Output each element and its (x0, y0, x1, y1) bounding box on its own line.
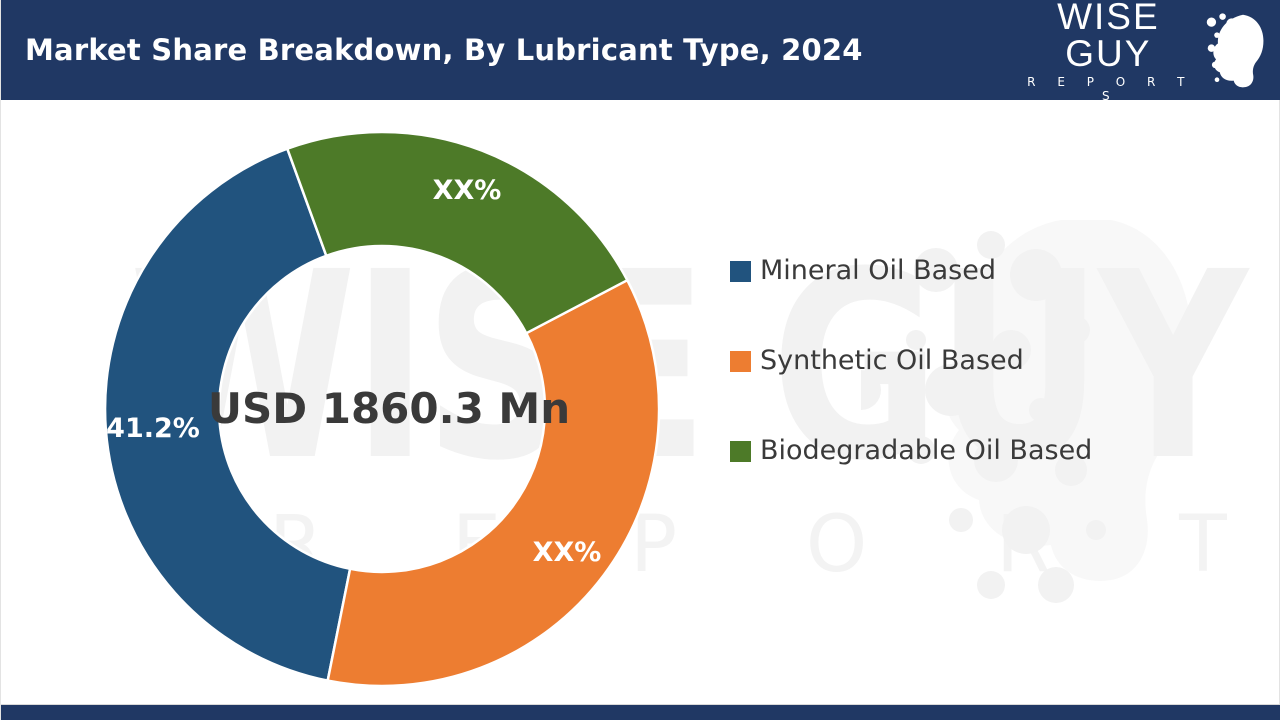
slice-label-mineral: 41.2% (106, 413, 200, 444)
slice-mineral-oil-based (103, 147, 352, 682)
legend-label-synthetic: Synthetic Oil Based (760, 345, 1024, 376)
wise-guy-logo: WISE GUY R E P O R T S (1015, 0, 1265, 103)
legend-swatch-biodegradable (730, 440, 751, 462)
legend-item-mineral: Mineral Oil Based (730, 255, 996, 286)
slice-label-biodegradable: XX% (433, 175, 502, 206)
logo-text: WISE GUY R E P O R T S (1015, 0, 1202, 103)
watermark-face-dots-icon (861, 220, 1191, 603)
footer-bar (1, 705, 1280, 720)
logo-name: WISE GUY (1057, 0, 1160, 74)
slice-synthetic-oil-based (326, 278, 661, 688)
slice-label-synthetic: XX% (533, 537, 602, 568)
footer-divider (1, 704, 1280, 705)
header: Market Share Breakdown, By Lubricant Typ… (1, 0, 1280, 103)
logo-tagline: R E P O R T S (1027, 74, 1194, 103)
legend-label-biodegradable: Biodegradable Oil Based (760, 435, 1093, 466)
legend-swatch-synthetic (730, 350, 751, 372)
legend-item-biodegradable: Biodegradable Oil Based (730, 435, 1093, 466)
legend-label-mineral: Mineral Oil Based (760, 255, 996, 286)
logo-face-icon (1206, 13, 1264, 88)
legend-swatch-mineral (730, 260, 751, 282)
page-title: Market Share Breakdown, By Lubricant Typ… (25, 33, 863, 67)
legend-item-synthetic: Synthetic Oil Based (730, 345, 1024, 376)
chart-center-value: USD 1860.3 Mn (208, 384, 570, 433)
slice-biodegradable-oil-based (286, 130, 629, 335)
donut-chart: 41.2% XX% XX% USD 1860.3 Mn (103, 130, 661, 688)
